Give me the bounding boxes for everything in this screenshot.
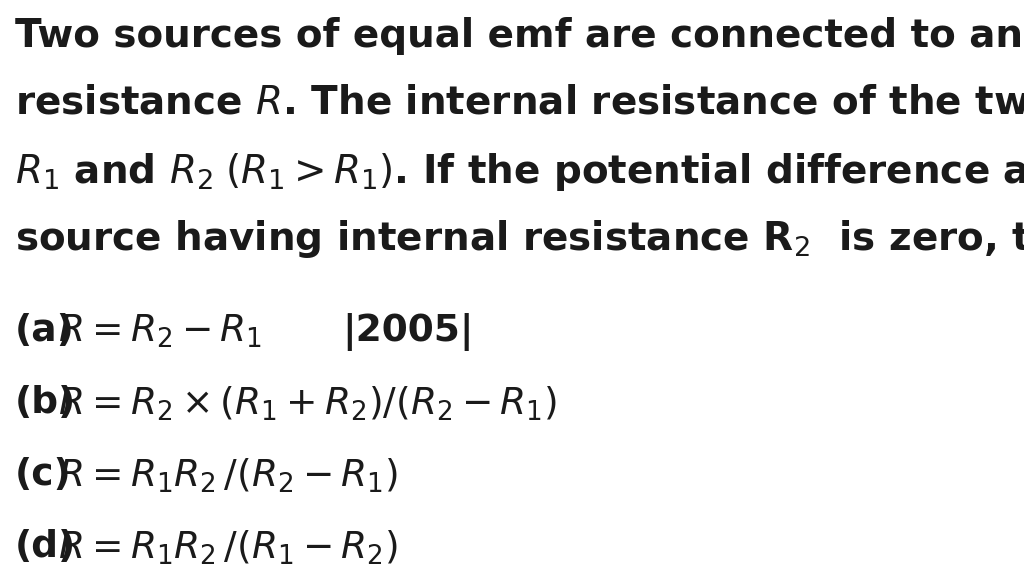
Text: (d): (d) — [15, 529, 76, 565]
Text: (c): (c) — [15, 457, 72, 493]
Text: $R_1$ and $R_2\;(R_1 > R_1)$. If the potential difference across the: $R_1$ and $R_2\;(R_1 > R_1)$. If the pot… — [15, 151, 1024, 193]
Text: $R = R_1 R_2\, /(R_2 - R_1)$: $R = R_1 R_2\, /(R_2 - R_1)$ — [58, 457, 398, 495]
Text: resistance $R$. The internal resistance of the two sources are: resistance $R$. The internal resistance … — [15, 84, 1024, 122]
Text: |2005|: |2005| — [342, 313, 474, 351]
Text: $R = R_1 R_2\, /(R_1 - R_2)$: $R = R_1 R_2\, /(R_1 - R_2)$ — [58, 529, 398, 566]
Text: Two sources of equal emf are connected to an external: Two sources of equal emf are connected t… — [15, 16, 1024, 55]
Text: $R = R_2 \times (R_1 + R_2)/(R_2 - R_1)$: $R = R_2 \times (R_1 + R_2)/(R_2 - R_1)$ — [58, 385, 557, 423]
Text: (b): (b) — [15, 385, 76, 421]
Text: $R = R_2 - R_1$: $R = R_2 - R_1$ — [58, 313, 262, 350]
Text: source having internal resistance $\mathbf{R}_2$  is zero, then: source having internal resistance $\math… — [15, 218, 1024, 260]
Text: (a): (a) — [15, 313, 75, 349]
